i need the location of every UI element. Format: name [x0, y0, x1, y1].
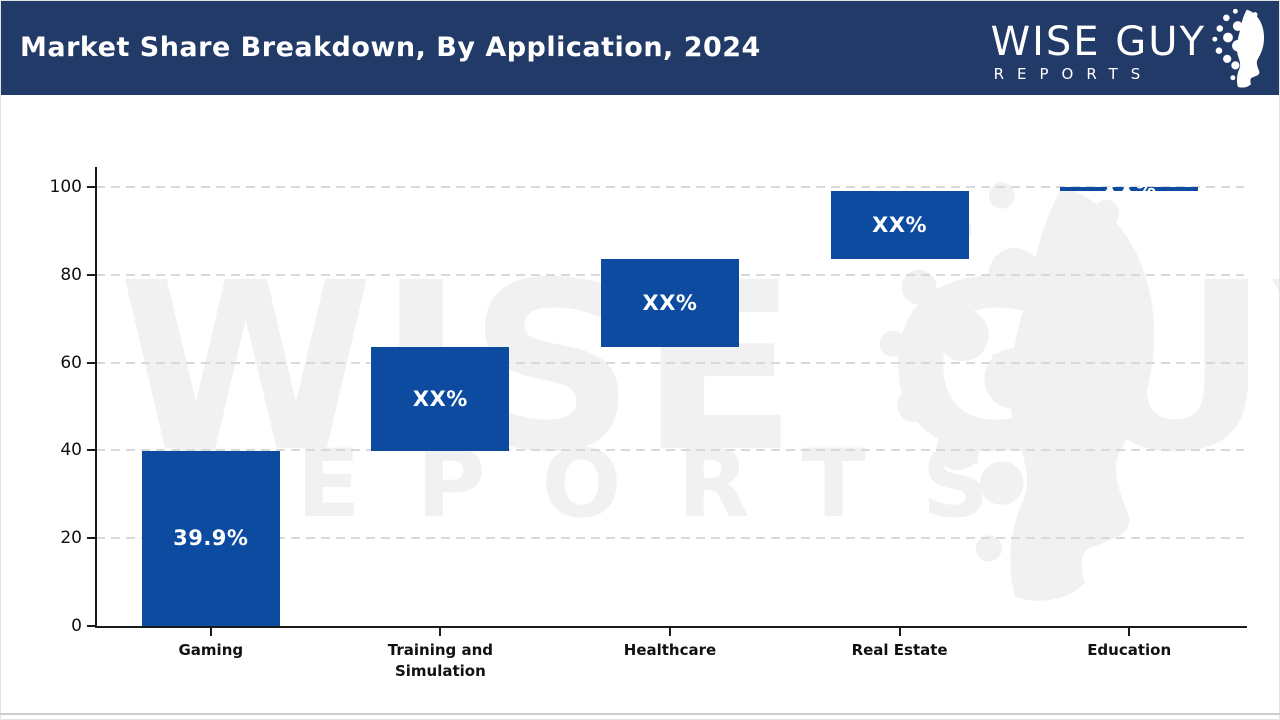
y-axis-line: [95, 167, 97, 628]
wiseguy-logo: WISE GUY REPORTS: [991, 8, 1266, 90]
xtick-mark-healthcare: [669, 628, 671, 636]
xtick-mark-education: [1128, 628, 1131, 636]
bar-gaming: 39.9%: [141, 450, 280, 626]
ytick-label-40: 40: [60, 440, 82, 461]
logo-head-icon: [1212, 8, 1265, 88]
watermark-reports-text: REPORTS: [168, 430, 1046, 539]
bar-education: XX%: [1060, 187, 1199, 191]
xtick-label-training-and-simulation: Training and Simulation: [387, 641, 494, 680]
ytick-label-60: 60: [60, 352, 82, 373]
ytick-label-80: 80: [60, 264, 82, 285]
ytick-label-20: 20: [60, 528, 82, 549]
x-axis-line: [95, 626, 1247, 628]
logo-reports-label: REPORTS: [993, 65, 1154, 83]
bar-training-and-simulation: XX%: [371, 347, 510, 451]
ytick-mark-20: [87, 537, 95, 540]
bar-value-label-real-estate: XX%: [872, 212, 928, 237]
xtick-mark-real-estate: [898, 628, 901, 636]
ytick-label-0: 0: [71, 616, 82, 636]
xtick-label-real-estate: Real Estate: [851, 641, 948, 659]
xtick-label-gaming: Gaming: [178, 641, 244, 659]
ytick-mark-80: [87, 273, 95, 276]
xtick-label-education: Education: [1087, 641, 1172, 659]
logo-text: WISE GUY REPORTS: [991, 22, 1206, 83]
bar-healthcare: XX%: [601, 258, 739, 348]
xtick-mark-training-and-simulation: [439, 628, 442, 636]
bar-real-estate: XX%: [830, 190, 969, 259]
bar-value-label-education: XX%: [1102, 187, 1157, 191]
gridline-40: [96, 449, 1244, 452]
ytick-label-100: 100: [49, 177, 82, 197]
gridline-20: [96, 537, 1244, 540]
page-title: Market Share Breakdown, By Application, …: [20, 32, 761, 63]
bar-value-label-healthcare: XX%: [642, 291, 698, 316]
bar-value-label-gaming: 39.9%: [173, 526, 249, 551]
ytick-mark-0: [87, 625, 95, 627]
header-bar: Market Share Breakdown, By Application, …: [0, 0, 1280, 95]
logo-wiseguy-label: WISE GUY: [990, 19, 1206, 65]
ytick-mark-100: [87, 186, 95, 188]
gridline-60: [96, 361, 1244, 364]
bottom-divider: [0, 713, 1280, 715]
xtick-label-healthcare: Healthcare: [623, 641, 717, 659]
xtick-mark-gaming: [209, 628, 212, 636]
gridline-100: [96, 186, 1244, 188]
ytick-mark-40: [87, 449, 95, 452]
ytick-mark-60: [87, 361, 95, 364]
bar-value-label-training-and-simulation: XX%: [412, 387, 468, 412]
